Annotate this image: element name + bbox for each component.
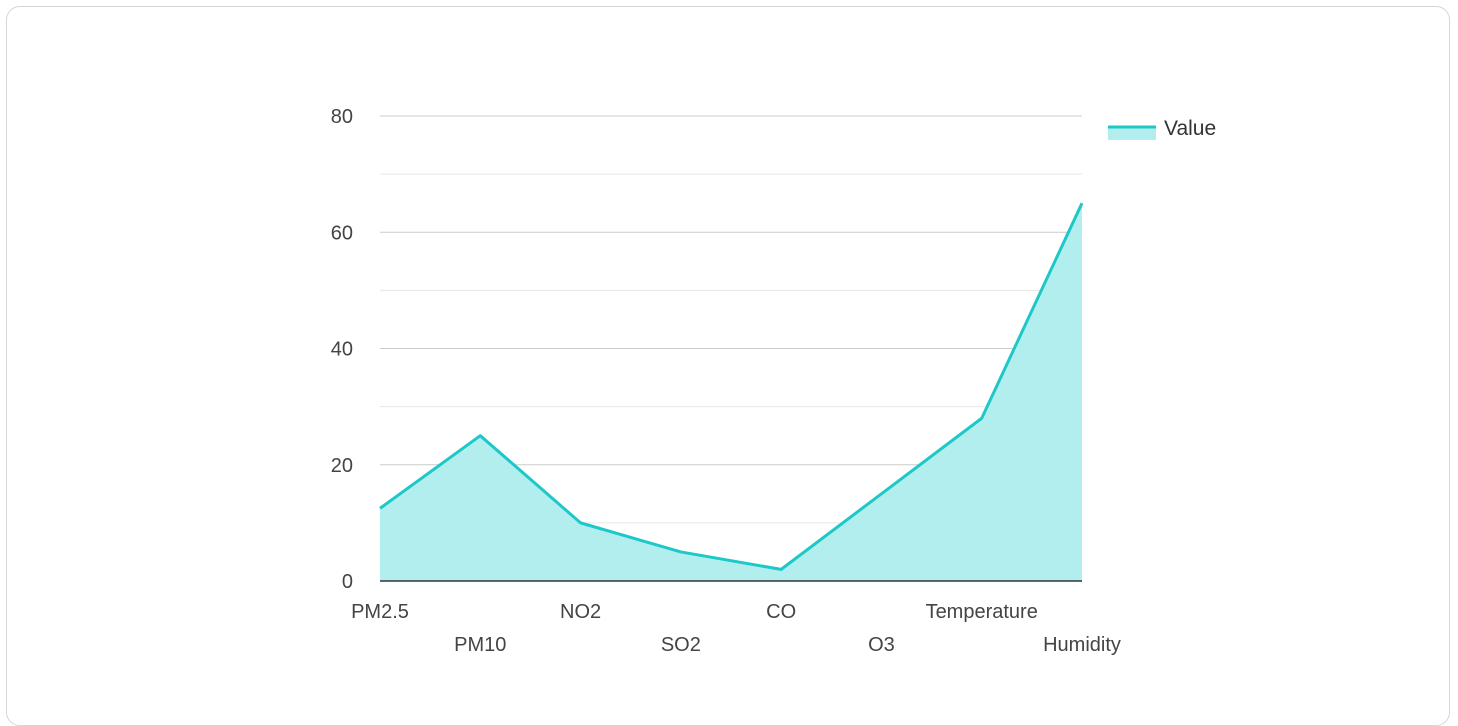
x-tick-label: Temperature	[926, 601, 1038, 623]
y-axis-ticks: 0 20 40 60 80	[331, 106, 353, 593]
y-tick-label: 0	[342, 571, 353, 593]
legend-swatch-fill	[1108, 127, 1156, 140]
y-tick-label: 60	[331, 222, 353, 244]
chart-card	[6, 6, 1450, 726]
x-tick-label: PM2.5	[351, 601, 409, 623]
area-chart: 0 20 40 60 80 PM2.5 PM10 NO2 SO2 CO O3 Temperature…	[331, 106, 1216, 656]
x-tick-label: O3	[868, 634, 895, 656]
legend-label: Value	[1164, 117, 1216, 140]
y-tick-label: 80	[331, 106, 353, 128]
x-tick-label: CO	[766, 601, 796, 623]
series-value-area	[380, 203, 1082, 581]
y-tick-label: 20	[331, 455, 353, 477]
x-tick-label: NO2	[560, 601, 601, 623]
x-tick-label: Humidity	[1043, 634, 1121, 656]
x-tick-label: SO2	[661, 634, 701, 656]
legend: Value	[1108, 117, 1216, 140]
x-tick-label: PM10	[454, 634, 506, 656]
y-tick-label: 40	[331, 339, 353, 361]
series-value-line	[379, 202, 1084, 571]
